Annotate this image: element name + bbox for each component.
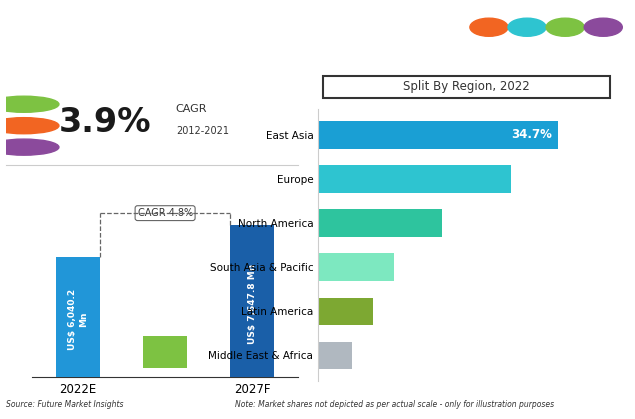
Bar [318,122,558,149]
Circle shape [470,18,508,36]
Circle shape [584,18,622,36]
FancyBboxPatch shape [323,75,610,98]
Text: fmi: fmi [533,46,566,64]
Text: Split By Region, 2022: Split By Region, 2022 [403,80,530,93]
Text: Global Automotive Door Latch Market Analysis: Global Automotive Door Latch Market Anal… [13,28,434,43]
Circle shape [546,18,584,36]
Text: Source: Future Market Insights: Source: Future Market Insights [6,400,124,409]
Text: 3.9%: 3.9% [59,106,151,139]
Bar [318,210,442,237]
Text: 2022-2027: 2022-2027 [13,66,109,81]
Bar [230,225,274,377]
Circle shape [0,96,59,112]
Bar [56,257,100,377]
Text: 34.7%: 34.7% [511,129,552,142]
Bar [318,297,373,325]
Text: US$ 6,040.2
Mn: US$ 6,040.2 Mn [69,289,88,350]
Text: 2012-2021: 2012-2021 [176,126,229,136]
Circle shape [508,18,546,36]
Bar [318,253,394,281]
Bar [318,341,352,369]
Text: US$ 7,647.8 Mn: US$ 7,647.8 Mn [248,264,257,344]
Circle shape [0,118,59,134]
Text: CAGR 4.8%: CAGR 4.8% [138,208,192,218]
Text: Note: Market shares not depicted as per actual scale - only for illustration pur: Note: Market shares not depicted as per … [235,400,554,409]
Bar [318,166,511,193]
Bar [143,336,187,367]
Text: Future Market Insights: Future Market Insights [514,74,585,79]
Text: CAGR: CAGR [176,104,207,114]
Circle shape [0,139,59,155]
